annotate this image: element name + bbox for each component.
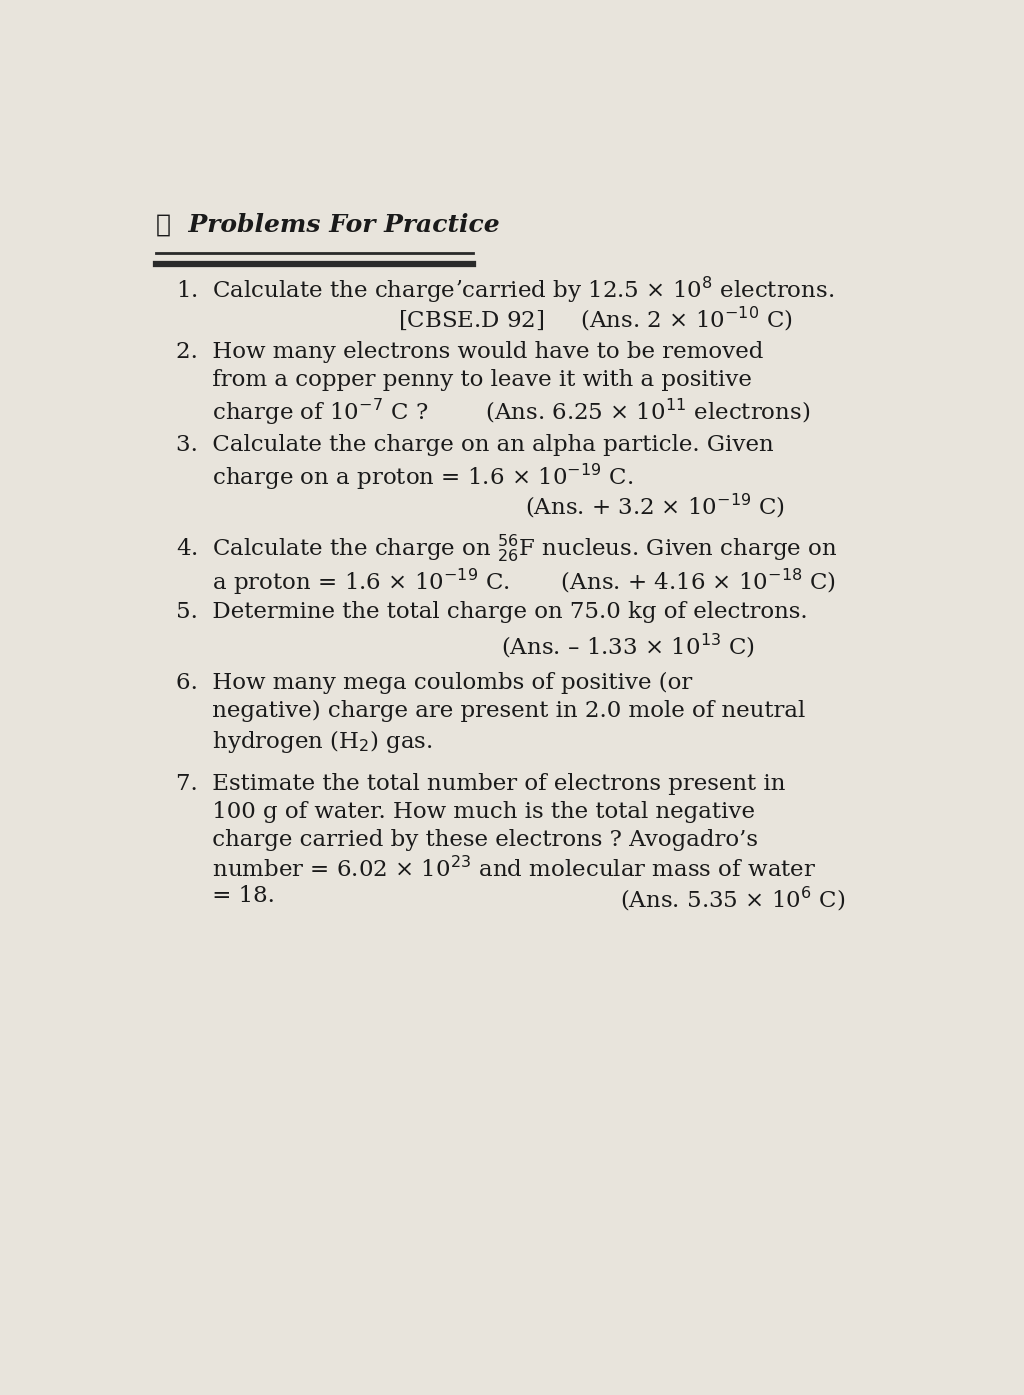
Text: charge of 10$^{-7}$ C ?        (Ans. 6.25 × 10$^{11}$ electrons): charge of 10$^{-7}$ C ? (Ans. 6.25 × 10$…: [176, 398, 810, 427]
Text: charge carried by these electrons ? Avogadro’s: charge carried by these electrons ? Avog…: [176, 829, 758, 851]
Text: 1.  Calculate the chargeʼcarried by 12.5 × 10$^{8}$ electrons.: 1. Calculate the chargeʼcarried by 12.5 …: [176, 275, 834, 306]
Text: from a copper penny to leave it with a positive: from a copper penny to leave it with a p…: [176, 370, 752, 392]
Text: 6.  How many mega coulombs of positive (or: 6. How many mega coulombs of positive (o…: [176, 672, 692, 695]
Text: (Ans. + 3.2 × 10$^{-19}$ C): (Ans. + 3.2 × 10$^{-19}$ C): [524, 492, 784, 520]
Text: 2.  How many electrons would have to be removed: 2. How many electrons would have to be r…: [176, 342, 763, 364]
Text: negative) charge are present in 2.0 mole of neutral: negative) charge are present in 2.0 mole…: [176, 700, 805, 723]
Text: hydrogen (H$_{2}$) gas.: hydrogen (H$_{2}$) gas.: [176, 728, 432, 755]
Text: 7.  Estimate the total number of electrons present in: 7. Estimate the total number of electron…: [176, 773, 785, 795]
Text: [CBSE.D 92]     (Ans. 2 × 10$^{-10}$ C): [CBSE.D 92] (Ans. 2 × 10$^{-10}$ C): [397, 306, 793, 333]
Text: 5.  Determine the total charge on 75.0 kg of electrons.: 5. Determine the total charge on 75.0 kg…: [176, 601, 807, 624]
Text: (Ans. – 1.33 × 10$^{13}$ C): (Ans. – 1.33 × 10$^{13}$ C): [501, 632, 755, 660]
Text: (Ans. 5.35 × 10$^{6}$ C): (Ans. 5.35 × 10$^{6}$ C): [620, 884, 845, 914]
Text: ❖  Problems For Practice: ❖ Problems For Practice: [156, 212, 500, 237]
Text: number = 6.02 × 10$^{23}$ and molecular mass of water: number = 6.02 × 10$^{23}$ and molecular …: [176, 857, 816, 882]
Text: a proton = 1.6 × 10$^{-19}$ C.       (Ans. + 4.16 × 10$^{-18}$ C): a proton = 1.6 × 10$^{-19}$ C. (Ans. + 4…: [176, 566, 836, 597]
Text: 100 g of water. How much is the total negative: 100 g of water. How much is the total ne…: [176, 801, 755, 823]
Text: 4.  Calculate the charge on $^{56}_{26}$F nucleus. Given charge on: 4. Calculate the charge on $^{56}_{26}$F…: [176, 533, 837, 565]
Text: = 18.: = 18.: [176, 884, 274, 907]
Text: 3.  Calculate the charge on an alpha particle. Given: 3. Calculate the charge on an alpha part…: [176, 434, 773, 456]
Text: charge on a proton = 1.6 × 10$^{-19}$ C.: charge on a proton = 1.6 × 10$^{-19}$ C.: [176, 462, 633, 492]
